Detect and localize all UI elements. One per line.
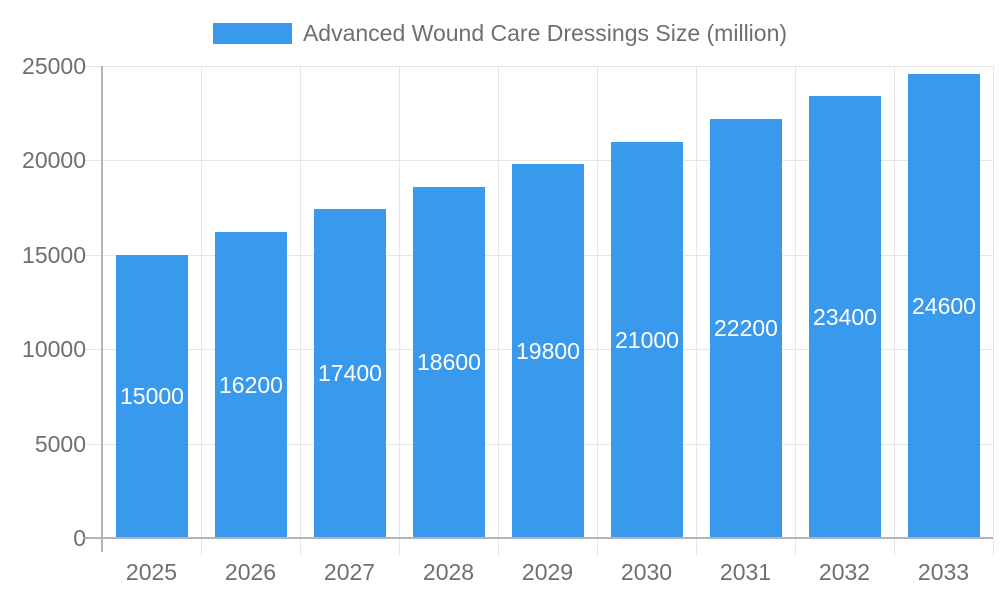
y-tick-label: 0 bbox=[73, 525, 86, 551]
bar-value-label: 18600 bbox=[417, 349, 481, 375]
x-gridline bbox=[597, 66, 598, 556]
x-tick-label: 2028 bbox=[422, 559, 475, 585]
x-tick-label: 2025 bbox=[125, 559, 178, 585]
x-tick-label: 2031 bbox=[719, 559, 772, 585]
y-tick-label: 20000 bbox=[22, 147, 86, 173]
bar-2025[interactable]: 15000 bbox=[116, 255, 188, 538]
bar-value-label: 23400 bbox=[813, 303, 877, 330]
bar-value-label: 16200 bbox=[219, 371, 283, 398]
bar-2028[interactable]: 18600 bbox=[413, 187, 485, 538]
bar-2031[interactable]: 22200 bbox=[710, 119, 782, 538]
y-gridline bbox=[84, 66, 993, 67]
bar-2027[interactable]: 17400 bbox=[314, 209, 386, 538]
x-gridline bbox=[201, 66, 202, 556]
bar-2029[interactable]: 19800 bbox=[512, 164, 584, 538]
y-tick-label: 15000 bbox=[22, 242, 86, 268]
x-tick-label: 2029 bbox=[521, 559, 574, 585]
bar-value-label: 21000 bbox=[615, 326, 679, 353]
bar-value-label: 19800 bbox=[516, 337, 580, 364]
bar-2026[interactable]: 16200 bbox=[215, 232, 287, 538]
x-axis-line bbox=[83, 537, 993, 539]
bar-2033[interactable]: 24600 bbox=[908, 74, 980, 538]
bar-value-label: 22200 bbox=[714, 315, 778, 341]
y-gridline bbox=[84, 160, 993, 161]
y-tick-label: 5000 bbox=[34, 431, 86, 457]
bar-value-label: 17400 bbox=[318, 360, 382, 386]
x-gridline bbox=[300, 66, 301, 556]
x-gridline bbox=[894, 66, 895, 556]
x-gridline bbox=[399, 66, 400, 556]
bar-2030[interactable]: 21000 bbox=[611, 142, 683, 538]
bar-2032[interactable]: 23400 bbox=[809, 96, 881, 538]
x-gridline bbox=[696, 66, 697, 556]
x-gridline bbox=[498, 66, 499, 556]
x-tick-label: 2030 bbox=[620, 559, 673, 585]
y-axis-line bbox=[101, 66, 103, 552]
y-tick-label: 10000 bbox=[22, 336, 86, 362]
x-gridline bbox=[795, 66, 796, 556]
x-tick-label: 2027 bbox=[323, 559, 376, 585]
legend[interactable]: Advanced Wound Care Dressings Size (mill… bbox=[0, 20, 1000, 46]
bar-value-label: 24600 bbox=[912, 292, 976, 319]
y-tick-label: 25000 bbox=[22, 53, 86, 79]
bar-value-label: 15000 bbox=[120, 383, 184, 409]
x-tick-label: 2032 bbox=[818, 559, 871, 585]
legend-label: Advanced Wound Care Dressings Size (mill… bbox=[302, 19, 788, 46]
legend-swatch bbox=[212, 22, 292, 44]
x-tick-label: 2033 bbox=[917, 559, 970, 585]
x-tick-label: 2026 bbox=[224, 559, 277, 585]
x-gridline bbox=[993, 66, 994, 556]
